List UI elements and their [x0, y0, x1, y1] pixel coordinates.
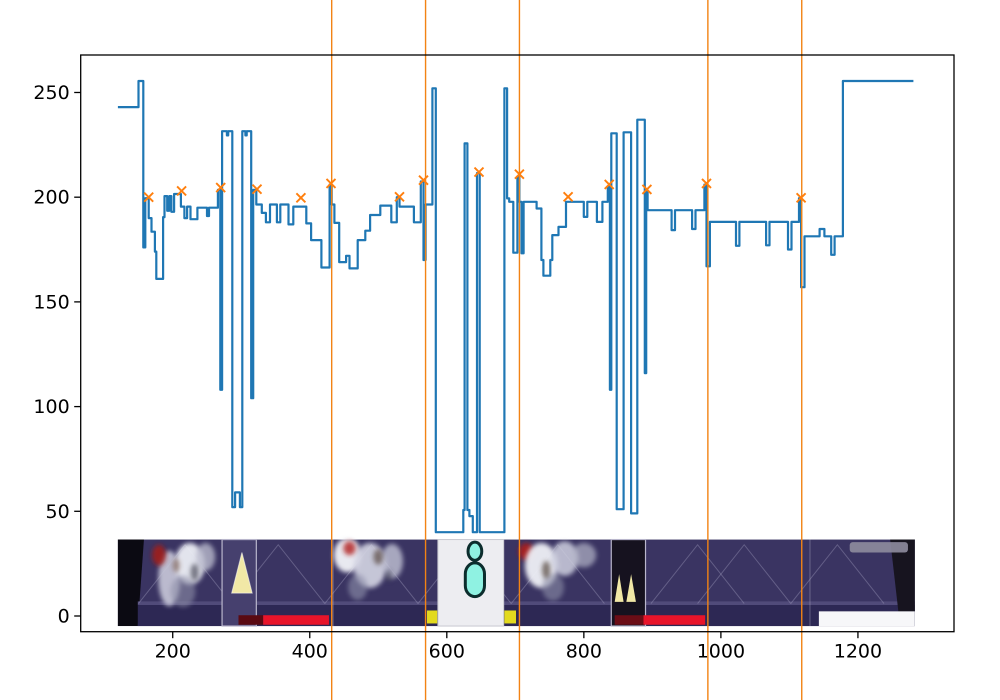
- peak-x-marker: [176, 185, 187, 197]
- white-corner: [818, 611, 915, 627]
- image-strip: [117, 537, 915, 627]
- y-axis-tick-label: 250: [33, 82, 69, 104]
- peak-x-marker: [325, 178, 337, 189]
- wreck-red-patch-1: [152, 544, 166, 566]
- peak-x-marker: [251, 184, 263, 195]
- x-axis-tick-label: 200: [155, 641, 191, 663]
- peak-x-marker: [418, 175, 429, 186]
- peak-x-marker: [701, 178, 712, 189]
- axes-spines: [80, 54, 955, 633]
- road-line: [137, 601, 915, 606]
- peak-x-marker: [143, 192, 154, 203]
- wreck-swirl-2: [381, 543, 403, 579]
- peak-x-marker: [562, 191, 574, 202]
- x-axis-tick-label: 1000: [697, 641, 745, 663]
- wreck-swirl-1: [196, 543, 216, 571]
- wreck-swirl-3: [571, 543, 597, 568]
- wreck-dark-1: [190, 563, 199, 582]
- cream-triangle-large: [231, 552, 253, 594]
- wreck-dark-2: [385, 569, 392, 582]
- x-axis-tick-label: 800: [566, 641, 602, 663]
- y-axis-tick-label: 200: [33, 187, 69, 209]
- red-bar-2: [643, 615, 706, 625]
- lattice: [697, 543, 792, 604]
- peak-x-marker: [394, 191, 405, 202]
- marker-panel-1: [221, 538, 257, 627]
- x-axis-tick-label: 600: [429, 641, 465, 663]
- lattice: [790, 543, 885, 604]
- cream-triangle-small-b: [626, 574, 636, 602]
- wreck-red-patch-2: [343, 541, 356, 556]
- peak-x-marker: [641, 184, 653, 195]
- peak-x-marker: [473, 166, 485, 178]
- cream-triangle-small-a: [614, 574, 624, 602]
- cyan-icon-bottom: [463, 561, 486, 599]
- peak-x-marker: [514, 169, 525, 180]
- peak-x-marker: [215, 182, 226, 193]
- yellow-square-1: [426, 610, 438, 624]
- y-axis-tick-label: 150: [33, 291, 69, 313]
- wreck-swirl-3: [550, 541, 579, 576]
- peak-x-marker: [795, 192, 807, 203]
- yellow-square-2: [504, 610, 517, 624]
- gray-tab: [849, 542, 908, 553]
- wreck-swirl-3: [542, 573, 564, 601]
- cyan-icon-top: [466, 540, 484, 562]
- wreck-dark-1: [172, 558, 180, 573]
- peak-x-marker: [604, 179, 615, 190]
- x-axis-tick-label: 1200: [834, 641, 882, 663]
- black-wedge-right: [890, 539, 915, 612]
- marker-panel-2: [610, 538, 647, 627]
- red-bar-1: [263, 615, 329, 625]
- wreck-dark-2: [373, 549, 384, 565]
- wreck-dark-3: [542, 561, 551, 579]
- maroon-bar-2: [614, 615, 644, 625]
- y-axis-tick-label: 50: [46, 501, 70, 523]
- y-axis-tick-label: 100: [33, 396, 69, 418]
- maroon-bar-1: [238, 615, 264, 625]
- peak-x-marker: [295, 192, 307, 203]
- signal-trace-line-series: [117, 79, 914, 534]
- wreck-swirl-1: [170, 575, 196, 608]
- y-axis-tick-label: 0: [58, 605, 70, 627]
- lattice: [650, 543, 745, 604]
- wreck-swirl-2: [348, 574, 368, 601]
- x-axis-tick-label: 400: [292, 641, 328, 663]
- black-left-region: [117, 539, 144, 627]
